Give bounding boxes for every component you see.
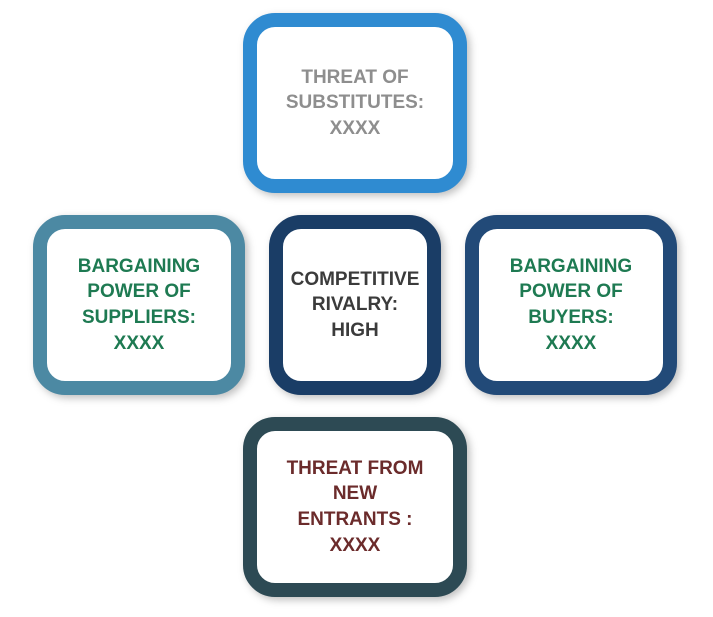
box-bargaining-buyers: BARGAINING POWER OF BUYERS: XXXX	[465, 215, 677, 395]
label-competitive-rivalry: COMPETITIVE RIVALRY: HIGH	[291, 267, 420, 344]
label-bargaining-buyers: BARGAINING POWER OF BUYERS: XXXX	[510, 254, 632, 357]
label-threat-new-entrants: THREAT FROM NEW ENTRANTS : XXXX	[287, 456, 424, 559]
label-threat-substitutes: THREAT OF SUBSTITUTES: XXXX	[286, 65, 424, 142]
label-bargaining-suppliers: BARGAINING POWER OF SUPPLIERS: XXXX	[78, 254, 200, 357]
box-competitive-rivalry: COMPETITIVE RIVALRY: HIGH	[269, 215, 441, 395]
box-threat-substitutes: THREAT OF SUBSTITUTES: XXXX	[243, 13, 467, 193]
box-bargaining-suppliers: BARGAINING POWER OF SUPPLIERS: XXXX	[33, 215, 245, 395]
box-threat-new-entrants: THREAT FROM NEW ENTRANTS : XXXX	[243, 417, 467, 597]
